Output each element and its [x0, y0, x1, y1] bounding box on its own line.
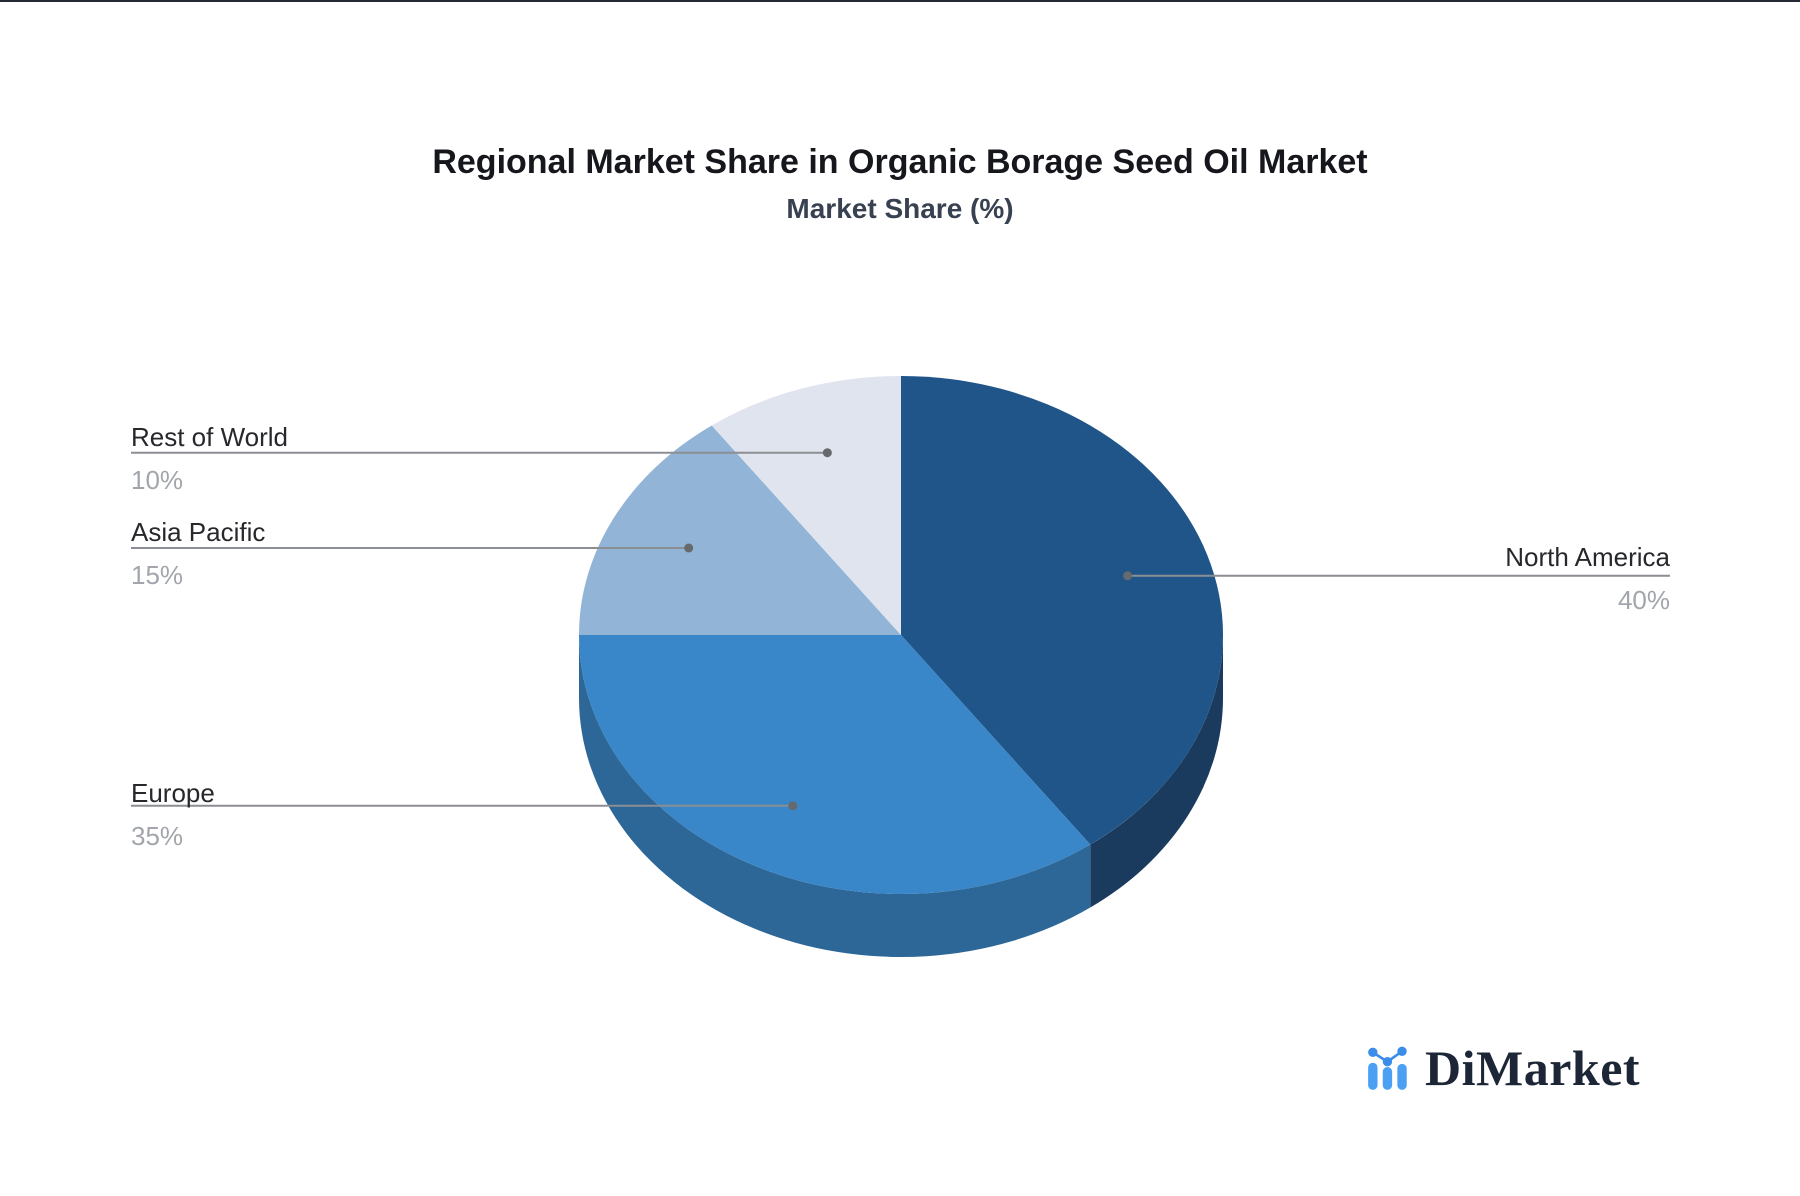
callout-rest-of-world: Rest of World 10%	[131, 422, 288, 495]
pie-slice-north-america	[901, 376, 1224, 845]
slice-pct-europe: 35%	[131, 821, 184, 851]
pie-slice-europe	[579, 635, 1091, 895]
slice-pct-rest-of-world: 10%	[131, 465, 184, 495]
pie-slice-side-north-america	[1090, 635, 1223, 908]
callout-north-america: North America 40%	[1505, 542, 1670, 615]
callout-asia-pacific: Asia Pacific 15%	[131, 517, 265, 590]
pie-slice-asia-pacific	[579, 425, 901, 635]
logo-bar-1	[1368, 1062, 1378, 1090]
slice-pct-north-america: 40%	[1617, 585, 1670, 615]
pie-slice-rest-of-world	[711, 376, 901, 635]
logo-dot-2	[1382, 1057, 1393, 1067]
logo-dot-3	[1397, 1046, 1407, 1056]
slice-label-north-america: North America	[1505, 542, 1670, 572]
slice-label-asia-pacific: Asia Pacific	[131, 517, 266, 547]
slice-pct-asia-pacific: 15%	[131, 560, 184, 590]
leader-dot-europe	[788, 801, 798, 811]
dimarket-logo: DiMarket	[1366, 1040, 1641, 1096]
bar-chart-with-trendline-icon	[1368, 1046, 1407, 1090]
logo-text: DiMarket	[1425, 1040, 1641, 1096]
slice-label-rest-of-world: Rest of World	[131, 422, 289, 452]
slice-label-europe: Europe	[131, 778, 215, 808]
leader-dot-asia-pacific	[684, 543, 694, 553]
chart-subtitle: Market Share (%)	[786, 193, 1014, 224]
callout-europe: Europe 35%	[131, 778, 215, 851]
pie-slice-side-europe	[578, 635, 1091, 958]
logo-dot-1	[1368, 1047, 1378, 1058]
leader-dot-north-america	[1123, 571, 1133, 581]
chart-title: Regional Market Share in Organic Borage …	[432, 143, 1368, 181]
logo-bar-3	[1397, 1063, 1407, 1090]
logo-bar-2	[1382, 1066, 1393, 1090]
leader-dot-rest-of-world	[822, 448, 832, 458]
